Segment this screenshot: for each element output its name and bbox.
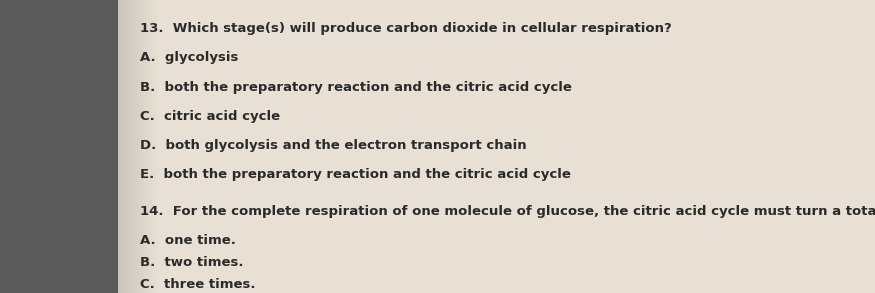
FancyBboxPatch shape xyxy=(123,0,126,293)
FancyBboxPatch shape xyxy=(147,0,150,293)
Text: 14.  For the complete respiration of one molecule of glucose, the citric acid cy: 14. For the complete respiration of one … xyxy=(140,205,875,218)
FancyBboxPatch shape xyxy=(131,0,134,293)
Text: E.  both the preparatory reaction and the citric acid cycle: E. both the preparatory reaction and the… xyxy=(140,168,570,181)
Text: B.  both the preparatory reaction and the citric acid cycle: B. both the preparatory reaction and the… xyxy=(140,81,572,93)
Text: A.  one time.: A. one time. xyxy=(140,234,236,247)
FancyBboxPatch shape xyxy=(150,0,152,293)
FancyBboxPatch shape xyxy=(134,0,136,293)
Text: A.  glycolysis: A. glycolysis xyxy=(140,51,238,64)
FancyBboxPatch shape xyxy=(139,0,142,293)
Text: D.  both glycolysis and the electron transport chain: D. both glycolysis and the electron tran… xyxy=(140,139,527,152)
FancyBboxPatch shape xyxy=(126,0,129,293)
Text: 13.  Which stage(s) will produce carbon dioxide in cellular respiration?: 13. Which stage(s) will produce carbon d… xyxy=(140,22,672,35)
Text: B.  two times.: B. two times. xyxy=(140,256,243,269)
FancyBboxPatch shape xyxy=(129,0,131,293)
FancyBboxPatch shape xyxy=(118,0,121,293)
FancyBboxPatch shape xyxy=(121,0,123,293)
FancyBboxPatch shape xyxy=(142,0,144,293)
Text: C.  three times.: C. three times. xyxy=(140,278,256,291)
FancyBboxPatch shape xyxy=(118,0,875,293)
FancyBboxPatch shape xyxy=(136,0,139,293)
FancyBboxPatch shape xyxy=(144,0,147,293)
Text: C.  citric acid cycle: C. citric acid cycle xyxy=(140,110,280,123)
